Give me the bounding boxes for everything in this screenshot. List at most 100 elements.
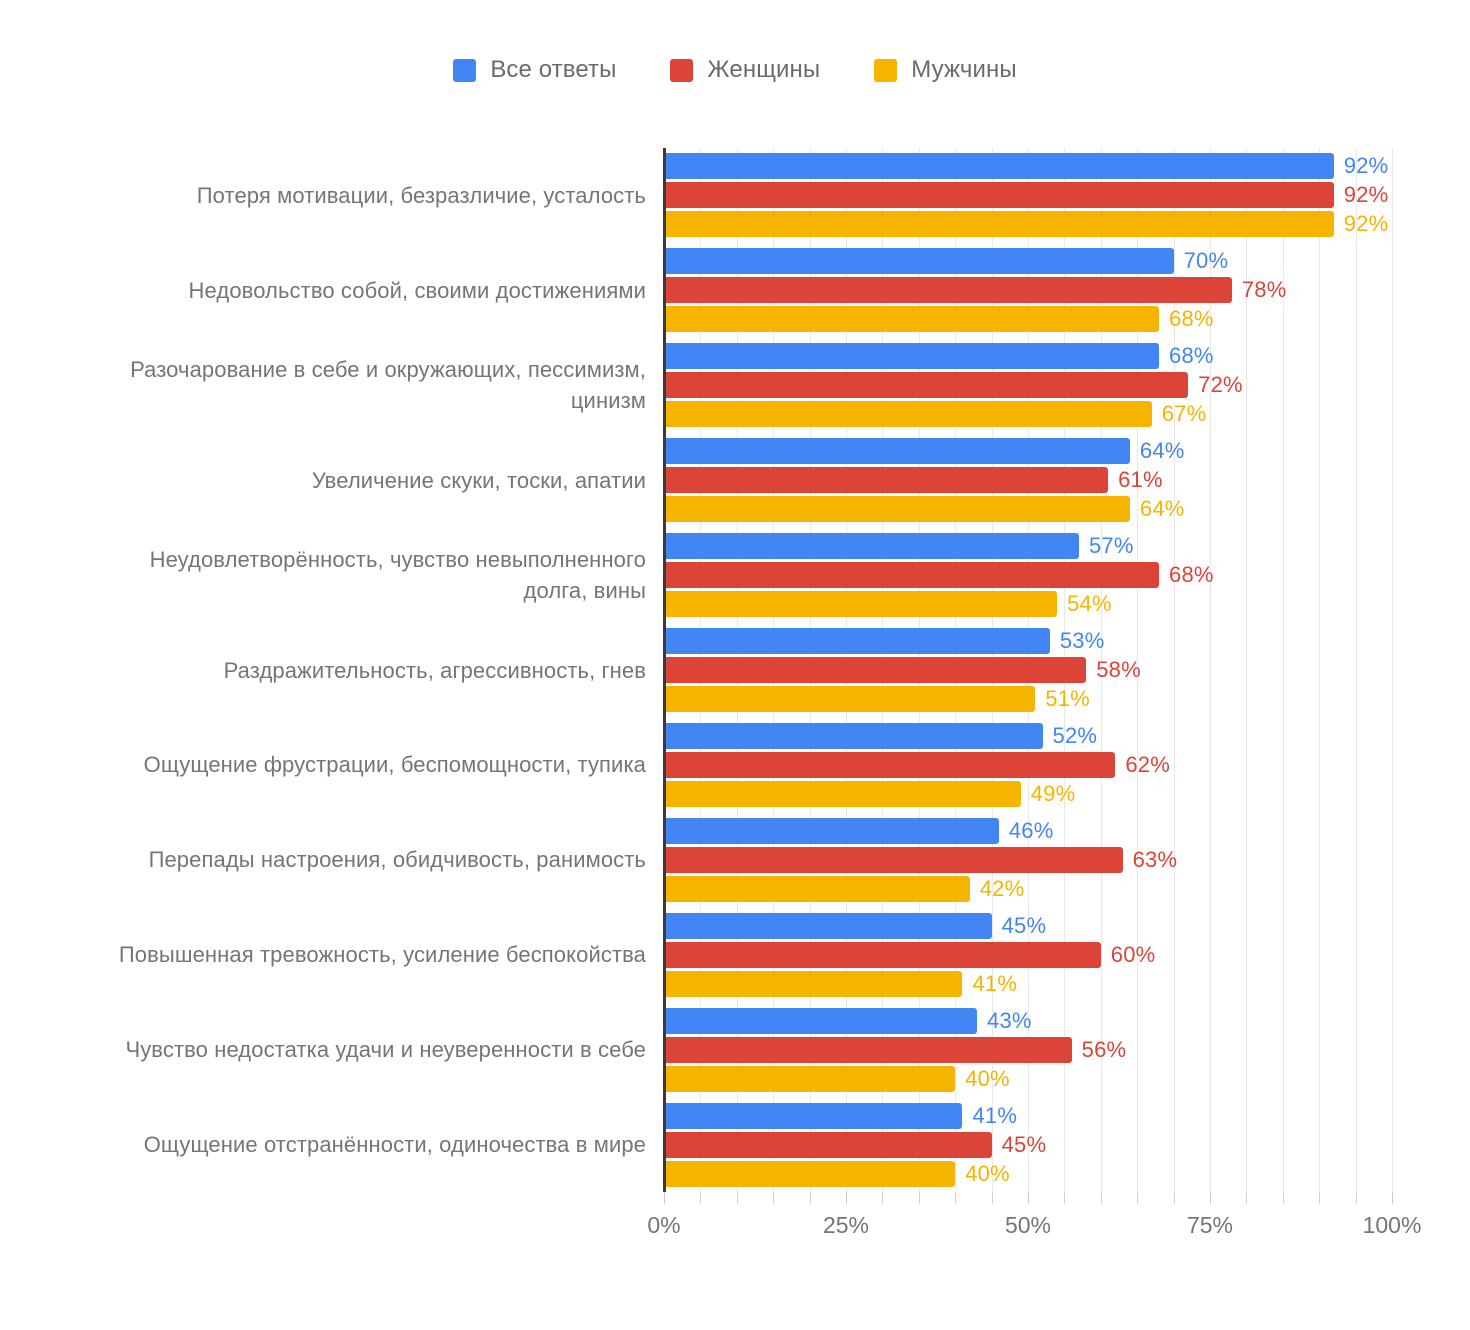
category-label: Увеличение скуки, тоски, апатии bbox=[311, 467, 646, 493]
legend-swatch-icon-women bbox=[670, 58, 694, 82]
bar-row: 92% bbox=[664, 211, 1392, 238]
axis-tick bbox=[1064, 1192, 1066, 1204]
category-label: Ощущение отстранённости, одиночества в м… bbox=[143, 1132, 646, 1158]
axis-tick bbox=[991, 1192, 993, 1204]
bar-value-label: 54% bbox=[1067, 591, 1112, 617]
bar[interactable] bbox=[664, 686, 1036, 712]
bar[interactable] bbox=[664, 912, 992, 939]
bar-row: 41% bbox=[664, 970, 1392, 997]
bar[interactable] bbox=[664, 970, 963, 997]
bar-value-label: 46% bbox=[1008, 817, 1054, 843]
category-label: Недовольство собой, своими достижениями bbox=[188, 277, 646, 303]
bar[interactable] bbox=[664, 817, 999, 844]
bar-row: 68% bbox=[664, 343, 1392, 370]
bar-group: 53% 58% 51% bbox=[664, 628, 1392, 712]
bar[interactable] bbox=[664, 1160, 956, 1187]
bar-row: 64% bbox=[664, 438, 1392, 465]
gridline bbox=[1392, 148, 1393, 1192]
bar[interactable] bbox=[664, 780, 1021, 807]
bar[interactable] bbox=[664, 846, 1123, 873]
bar[interactable] bbox=[664, 657, 1087, 683]
legend-item-women[interactable]: Женщины bbox=[670, 56, 820, 84]
axis-tick bbox=[1282, 1192, 1284, 1204]
bar-value-label: 68% bbox=[1169, 343, 1214, 369]
bar-value-label: 52% bbox=[1052, 722, 1098, 748]
bar-group: 57% 68% 54% bbox=[664, 533, 1392, 618]
bar-row: 51% bbox=[664, 686, 1392, 712]
bar-group: 68% 72% 67% bbox=[664, 343, 1392, 428]
bar[interactable] bbox=[664, 1102, 963, 1129]
bar[interactable] bbox=[664, 467, 1109, 494]
bar-value-label: 51% bbox=[1045, 686, 1090, 711]
bar-value-label: 64% bbox=[1139, 438, 1185, 464]
bar[interactable] bbox=[664, 591, 1058, 618]
bar-value-label: 40% bbox=[965, 1065, 1010, 1091]
bar[interactable] bbox=[664, 248, 1174, 275]
bar[interactable] bbox=[664, 211, 1334, 238]
bar-value-label: 49% bbox=[1030, 780, 1076, 806]
bar-row: 57% bbox=[664, 533, 1392, 560]
bar[interactable] bbox=[664, 628, 1050, 654]
category-axis-labels: Потеря мотивации, безразличие, усталость… bbox=[0, 0, 658, 1330]
bar[interactable] bbox=[664, 306, 1160, 333]
bar[interactable] bbox=[664, 438, 1130, 465]
bar-value-label: 70% bbox=[1183, 248, 1229, 274]
axis-tick bbox=[773, 1192, 775, 1204]
value-axis-ticks bbox=[664, 1192, 1393, 1206]
legend-label-men: Мужчины bbox=[911, 56, 1017, 83]
bar-row: 42% bbox=[664, 875, 1392, 902]
bar-row: 45% bbox=[664, 912, 1392, 939]
bar-row: 70% bbox=[664, 248, 1392, 275]
legend-label-women: Женщины bbox=[707, 56, 821, 83]
bar[interactable] bbox=[664, 496, 1130, 523]
value-axis-line bbox=[663, 148, 666, 1192]
bar-group: 64% 61% 64% bbox=[664, 438, 1392, 523]
axis-tick bbox=[1210, 1192, 1211, 1204]
axis-tick bbox=[1355, 1192, 1357, 1204]
axis-tick bbox=[1319, 1192, 1321, 1204]
bar[interactable] bbox=[664, 875, 970, 902]
bar-row: 64% bbox=[664, 496, 1392, 523]
bar-row: 40% bbox=[664, 1160, 1392, 1187]
bar[interactable] bbox=[664, 343, 1160, 370]
bar-value-label: 41% bbox=[972, 1102, 1018, 1128]
bar-value-label: 43% bbox=[987, 1007, 1032, 1033]
bar-value-label: 57% bbox=[1088, 533, 1134, 559]
bar[interactable] bbox=[664, 153, 1334, 180]
bar[interactable] bbox=[664, 401, 1152, 428]
bar[interactable] bbox=[664, 372, 1189, 399]
bar-value-label: 67% bbox=[1161, 401, 1207, 427]
bar-value-label: 92% bbox=[1343, 182, 1389, 208]
legend-item-all[interactable]: Все ответы bbox=[453, 56, 616, 84]
bar-row: 45% bbox=[664, 1131, 1392, 1158]
legend-item-men[interactable]: Мужчины bbox=[874, 56, 1017, 84]
bar-row: 72% bbox=[664, 372, 1392, 399]
axis-tick bbox=[736, 1192, 738, 1204]
bar[interactable] bbox=[664, 751, 1116, 778]
bar-row: 53% bbox=[664, 628, 1392, 654]
bar-row: 67% bbox=[664, 401, 1392, 428]
bar-row: 68% bbox=[664, 306, 1392, 333]
category-label: Повышенная тревожность, усиление беспоко… bbox=[118, 942, 646, 968]
bar[interactable] bbox=[664, 1131, 992, 1158]
bar[interactable] bbox=[664, 941, 1101, 968]
bar-group: 92% 92% 92% bbox=[664, 153, 1392, 238]
bar[interactable] bbox=[664, 1036, 1072, 1063]
bar[interactable] bbox=[664, 562, 1160, 589]
bar[interactable] bbox=[664, 1007, 978, 1034]
bar-row: 62% bbox=[664, 751, 1392, 778]
category-label: Ощущение фрустрации, беспомощности, тупи… bbox=[143, 752, 646, 778]
bar[interactable] bbox=[664, 182, 1334, 209]
axis-tick bbox=[809, 1192, 811, 1204]
bar[interactable] bbox=[664, 533, 1079, 560]
bar-group: 70% 78% 68% bbox=[664, 248, 1392, 333]
bar-value-label: 92% bbox=[1343, 153, 1389, 179]
bar[interactable] bbox=[664, 1065, 956, 1092]
bar-row: 63% bbox=[664, 846, 1392, 873]
bar-value-label: 68% bbox=[1169, 306, 1214, 332]
bar[interactable] bbox=[664, 722, 1043, 749]
axis-tick bbox=[882, 1192, 884, 1204]
bar[interactable] bbox=[664, 277, 1232, 304]
value-axis-labels: 0% 25% 50% 75% 100% bbox=[647, 1212, 1421, 1252]
